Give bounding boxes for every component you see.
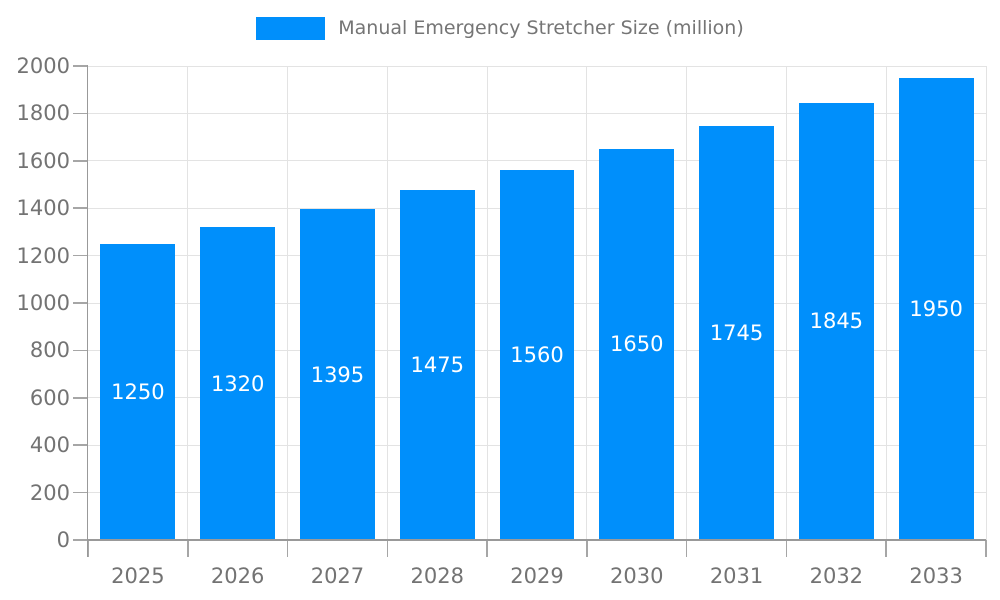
x-axis-tick	[985, 540, 987, 557]
bar	[300, 209, 375, 540]
y-axis-label: 1400	[16, 196, 70, 221]
x-axis-tick	[586, 540, 588, 557]
bar-value-label: 1950	[909, 296, 963, 321]
y-axis-tick	[73, 491, 88, 494]
y-axis-label: 400	[29, 433, 70, 458]
legend[interactable]: Manual Emergency Stretcher Size (million…	[0, 17, 1000, 40]
y-axis-tick	[73, 207, 88, 209]
x-axis-tick	[486, 540, 488, 557]
bar-value-label: 1395	[310, 362, 365, 387]
y-axis-tick	[73, 302, 88, 304]
y-axis-tick	[73, 160, 88, 162]
y-axis-label: 600	[29, 385, 70, 410]
bar	[599, 148, 675, 540]
y-axis-label: 1200	[16, 243, 70, 268]
x-axis-label: 2026	[210, 564, 265, 588]
y-axis-label: 1800	[16, 101, 70, 126]
x-axis-label: 2028	[410, 564, 464, 588]
y-axis-label: 800	[29, 338, 70, 363]
x-axis-label: 2030	[610, 564, 664, 588]
y-axis-tick	[73, 539, 88, 541]
y-axis-tick	[73, 65, 88, 67]
y-axis-line	[86, 65, 88, 557]
x-axis-label: 2032	[809, 564, 864, 588]
bar	[399, 190, 475, 540]
v-gridline	[187, 66, 189, 540]
x-axis-label: 2025	[111, 564, 165, 588]
bar	[200, 227, 276, 540]
bar-value-label: 1250	[111, 379, 165, 404]
x-axis-label: 2033	[909, 564, 963, 588]
v-gridline	[386, 66, 388, 540]
v-gridline	[686, 66, 688, 540]
x-axis-label: 2029	[510, 564, 564, 588]
bar	[699, 126, 774, 540]
v-gridline	[486, 66, 488, 540]
v-gridline	[287, 66, 289, 540]
x-axis-tick	[785, 540, 788, 557]
bar-value-label: 1475	[410, 353, 464, 378]
y-axis-label: 1000	[16, 291, 70, 315]
y-gridline	[88, 65, 986, 67]
v-gridline	[586, 66, 588, 540]
bar	[499, 170, 575, 540]
x-axis-tick	[386, 540, 389, 557]
legend-label: Manual Emergency Stretcher Size (million…	[338, 17, 744, 39]
y-axis-label: 0	[56, 528, 70, 552]
bar-value-label: 1320	[210, 371, 265, 396]
bar	[798, 102, 874, 540]
bar-value-label: 1845	[809, 309, 864, 334]
v-gridline	[785, 66, 787, 540]
v-gridline	[885, 66, 887, 540]
y-axis-tick	[73, 349, 88, 352]
y-axis-label: 1600	[16, 148, 70, 173]
x-axis-tick	[187, 540, 189, 557]
bar-value-label: 1560	[510, 343, 564, 368]
x-axis-tick	[87, 540, 89, 557]
y-gridline	[88, 160, 986, 162]
y-axis-label: 2000	[16, 54, 70, 78]
x-axis-tick	[685, 540, 688, 557]
legend-swatch	[256, 17, 326, 40]
y-axis-tick	[73, 444, 88, 446]
y-gridline	[88, 112, 986, 114]
y-axis-tick	[73, 112, 88, 115]
x-axis-tick	[286, 540, 289, 557]
y-axis-label: 200	[29, 480, 70, 505]
x-axis-label: 2027	[310, 564, 365, 588]
v-gridline	[985, 66, 987, 540]
bar-value-label: 1650	[610, 332, 664, 357]
y-axis-tick	[73, 397, 88, 399]
y-axis-tick	[73, 254, 88, 257]
x-axis-tick	[885, 540, 887, 557]
bar	[898, 77, 974, 540]
x-axis-line	[88, 539, 986, 541]
bar-value-label: 1745	[709, 321, 764, 346]
bar	[100, 243, 176, 540]
x-axis-label: 2031	[709, 564, 764, 588]
